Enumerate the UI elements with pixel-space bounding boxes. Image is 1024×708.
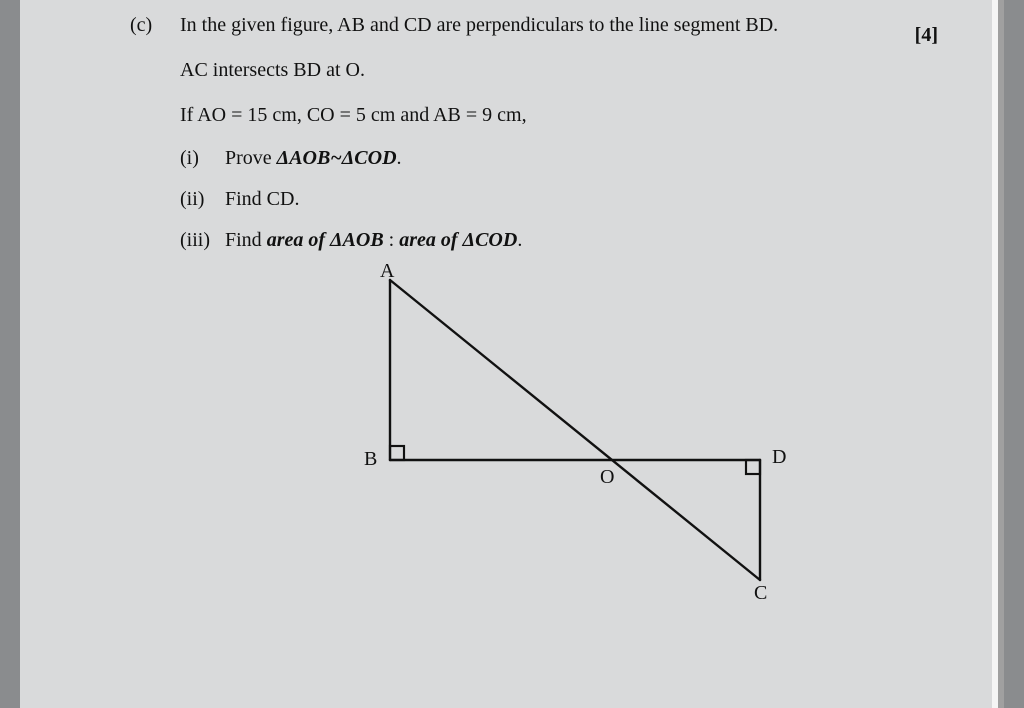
part-label: (c) [130, 12, 180, 37]
sub-iii-num: (iii) [180, 229, 220, 252]
sub-iii-before: Find [225, 229, 267, 251]
question-content: [4] (c) In the given figure, AB and CD a… [130, 12, 950, 600]
sub-iii-colon: : [384, 229, 400, 251]
sub-i-tri1: ΔAOB [277, 147, 331, 169]
sub-iii-after: . [517, 229, 522, 251]
sub-i-before: Prove [225, 147, 277, 169]
geometry-figure: A B O D C [300, 270, 820, 600]
stem-row: (c) In the given figure, AB and CD are p… [130, 12, 950, 147]
sub-ii-text: Find CD. [225, 188, 299, 210]
point-label-a: A [380, 260, 394, 283]
sub-i: (i) Prove ΔAOB~ΔCOD. [180, 147, 950, 170]
sub-i-num: (i) [180, 147, 220, 170]
sub-ii-num: (ii) [180, 188, 220, 211]
sub-i-after: . [397, 147, 402, 169]
marks-label: [4] [915, 24, 938, 47]
sub-i-tilde: ~ [330, 147, 341, 169]
sub-i-tri2: ΔCOD [342, 147, 397, 169]
stem-line-3: If AO = 15 cm, CO = 5 cm and AB = 9 cm, [180, 102, 778, 129]
sub-iii-bi2: area of ΔCOD [399, 229, 517, 251]
stem-line-2: AC intersects BD at O. [180, 57, 778, 84]
point-label-b: B [364, 448, 377, 471]
sub-iii-bi1: area of ΔAOB [267, 229, 384, 251]
figure-svg [300, 270, 820, 600]
stem-line-1: In the given figure, AB and CD are perpe… [180, 12, 778, 39]
point-label-d: D [772, 446, 786, 469]
point-label-c: C [754, 582, 767, 605]
sub-ii: (ii) Find CD. [180, 188, 950, 211]
point-label-o: O [600, 466, 614, 489]
stem: In the given figure, AB and CD are perpe… [180, 12, 778, 147]
page: [4] (c) In the given figure, AB and CD a… [20, 0, 1004, 708]
sub-iii: (iii) Find area of ΔAOB : area of ΔCOD. [180, 229, 950, 252]
sub-parts: (i) Prove ΔAOB~ΔCOD. (ii) Find CD. (iii)… [180, 147, 950, 252]
